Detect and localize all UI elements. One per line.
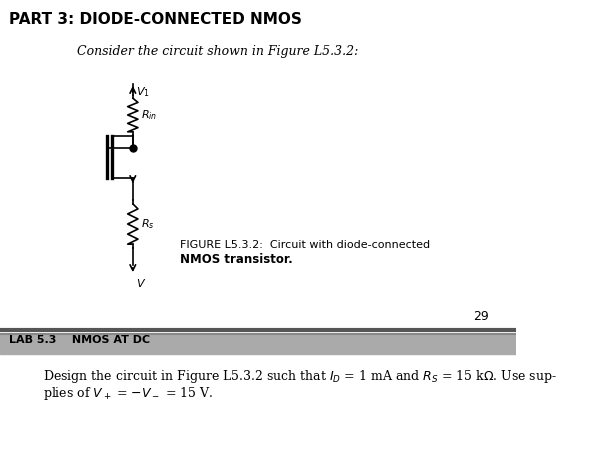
Text: NMOS transistor.: NMOS transistor.	[180, 253, 293, 266]
Text: PART 3: DIODE-CONNECTED NMOS: PART 3: DIODE-CONNECTED NMOS	[8, 12, 302, 27]
Text: Consider the circuit shown in Figure L5.3.2:: Consider the circuit shown in Figure L5.…	[77, 45, 359, 58]
Bar	[0, 334, 516, 354]
Text: FIGURE L5.3.2:  Circuit with diode-connected: FIGURE L5.3.2: Circuit with diode-connec…	[180, 240, 430, 250]
Text: $R_s$: $R_s$	[140, 217, 154, 231]
Text: 29: 29	[473, 310, 488, 323]
Text: $V$: $V$	[136, 277, 146, 289]
Text: $V_1$: $V_1$	[136, 85, 150, 99]
Text: plies of $V_+$ = $-V_-$ = 15 V.: plies of $V_+$ = $-V_-$ = 15 V.	[43, 385, 213, 402]
Text: $R_{in}$: $R_{in}$	[140, 108, 157, 122]
Text: LAB 5.3    NMOS AT DC: LAB 5.3 NMOS AT DC	[8, 335, 150, 345]
Text: Design the circuit in Figure L5.3.2 such that $I_D$ = 1 mA and $R_S$ = 15 k$\Ome: Design the circuit in Figure L5.3.2 such…	[43, 368, 557, 385]
